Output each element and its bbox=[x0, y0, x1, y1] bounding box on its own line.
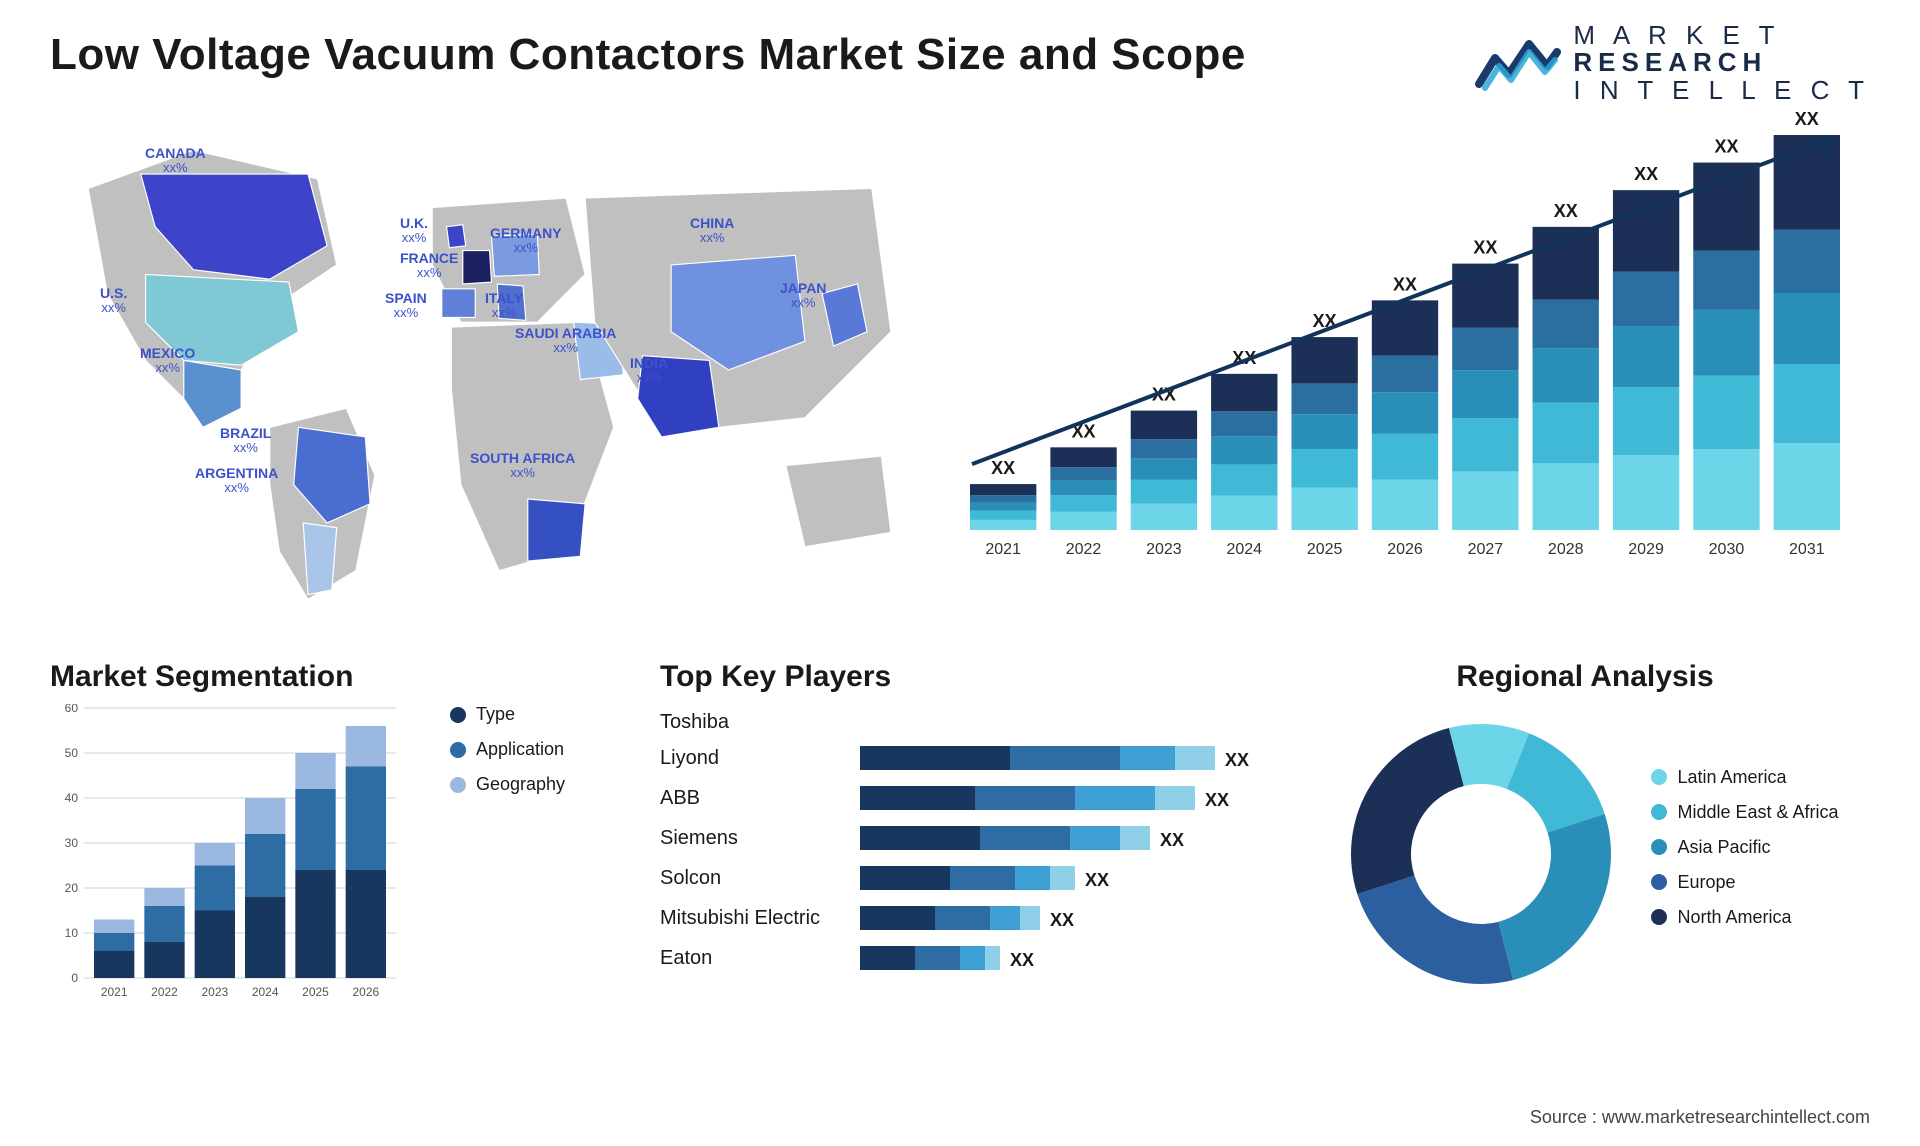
logo-text: M A R K E T RESEARCH I N T E L L E C T bbox=[1573, 22, 1870, 104]
svg-text:2023: 2023 bbox=[1146, 541, 1182, 558]
svg-text:30: 30 bbox=[65, 836, 79, 850]
players-panel: Top Key Players Toshiba Liyond XX ABB XX Siem… bbox=[660, 660, 1260, 1040]
svg-text:XX: XX bbox=[991, 458, 1015, 478]
svg-text:Solcon: Solcon bbox=[660, 867, 721, 889]
svg-text:XX: XX bbox=[1634, 164, 1658, 184]
players-title: Top Key Players bbox=[660, 660, 1260, 694]
regional-legend-asia-pacific: Asia Pacific bbox=[1651, 837, 1838, 858]
regional-legend-latin-america: Latin America bbox=[1651, 767, 1838, 788]
regional-title: Regional Analysis bbox=[1300, 660, 1870, 694]
brand-logo: M A R K E T RESEARCH I N T E L L E C T bbox=[1475, 22, 1870, 104]
svg-text:2026: 2026 bbox=[1387, 541, 1423, 558]
svg-text:2021: 2021 bbox=[101, 985, 128, 999]
svg-text:2031: 2031 bbox=[1789, 541, 1825, 558]
svg-text:0: 0 bbox=[71, 971, 78, 985]
svg-text:XX: XX bbox=[1205, 790, 1229, 810]
svg-text:2022: 2022 bbox=[151, 985, 178, 999]
svg-text:ABB: ABB bbox=[660, 787, 700, 809]
svg-text:XX: XX bbox=[1473, 238, 1497, 258]
regional-donut bbox=[1331, 704, 1631, 1004]
segmentation-legend: Type Application Geography bbox=[450, 704, 565, 809]
regional-legend-europe: Europe bbox=[1651, 872, 1838, 893]
svg-text:XX: XX bbox=[1050, 910, 1074, 930]
svg-text:2030: 2030 bbox=[1709, 541, 1745, 558]
svg-text:XX: XX bbox=[1010, 950, 1034, 970]
svg-text:Liyond: Liyond bbox=[660, 747, 719, 769]
world-map bbox=[50, 105, 910, 635]
svg-text:XX: XX bbox=[1160, 830, 1184, 850]
svg-text:60: 60 bbox=[65, 704, 79, 715]
source-text: Source : www.marketresearchintellect.com bbox=[1530, 1107, 1870, 1128]
players-chart: Toshiba Liyond XX ABB XX Siemens XX Solcon XX Mit… bbox=[660, 704, 1260, 1024]
logo-line2: RESEARCH bbox=[1573, 49, 1870, 76]
segmentation-title: Market Segmentation bbox=[50, 660, 620, 694]
svg-text:40: 40 bbox=[65, 791, 79, 805]
svg-text:2025: 2025 bbox=[1307, 541, 1343, 558]
world-map-panel: CANADAxx%U.S.xx%MEXICOxx%BRAZILxx%ARGENT… bbox=[50, 105, 910, 635]
svg-text:2026: 2026 bbox=[352, 985, 379, 999]
regional-legend: Latin America Middle East & Africa Asia Pa… bbox=[1651, 767, 1838, 942]
svg-text:XX: XX bbox=[1393, 274, 1417, 294]
svg-text:XX: XX bbox=[1554, 201, 1578, 221]
svg-text:Siemens: Siemens bbox=[660, 827, 738, 849]
svg-text:2024: 2024 bbox=[252, 985, 279, 999]
svg-text:2022: 2022 bbox=[1066, 541, 1102, 558]
svg-text:2027: 2027 bbox=[1468, 541, 1504, 558]
svg-text:2029: 2029 bbox=[1628, 541, 1664, 558]
seg-legend-geography: Geography bbox=[450, 774, 565, 795]
regional-legend-middle-east-africa: Middle East & Africa bbox=[1651, 802, 1838, 823]
svg-text:XX: XX bbox=[1714, 137, 1738, 157]
svg-text:2021: 2021 bbox=[985, 541, 1021, 558]
svg-text:50: 50 bbox=[65, 746, 79, 760]
seg-legend-application: Application bbox=[450, 739, 565, 760]
regional-legend-north-america: North America bbox=[1651, 907, 1838, 928]
market-growth-chart: XX 2021 XX 2022 XX 2023 XX 2024 XX 2025 XX 2026 XX 20… bbox=[950, 105, 1870, 635]
segmentation-chart: 0 10 20 30 40 50 60 2021 2022 2023 2024 2025 2026 bbox=[50, 704, 420, 1024]
svg-text:XX: XX bbox=[1085, 870, 1109, 890]
regional-panel: Regional Analysis Latin America Middle Ea… bbox=[1300, 660, 1870, 1040]
svg-text:2025: 2025 bbox=[302, 985, 329, 999]
segmentation-panel: Market Segmentation 0 10 20 30 40 50 60 2021 202… bbox=[50, 660, 620, 1040]
logo-line3: I N T E L L E C T bbox=[1573, 77, 1870, 104]
logo-line1: M A R K E T bbox=[1573, 22, 1870, 49]
svg-text:Toshiba: Toshiba bbox=[660, 711, 730, 733]
svg-text:2024: 2024 bbox=[1226, 541, 1262, 558]
svg-text:2028: 2028 bbox=[1548, 541, 1584, 558]
svg-text:2023: 2023 bbox=[201, 985, 228, 999]
svg-text:Mitsubishi Electric: Mitsubishi Electric bbox=[660, 907, 820, 929]
svg-text:XX: XX bbox=[1225, 750, 1249, 770]
logo-icon bbox=[1475, 30, 1561, 96]
svg-text:XX: XX bbox=[1795, 109, 1819, 129]
svg-text:20: 20 bbox=[65, 881, 79, 895]
svg-text:10: 10 bbox=[65, 926, 79, 940]
seg-legend-type: Type bbox=[450, 704, 565, 725]
svg-text:Eaton: Eaton bbox=[660, 947, 712, 969]
